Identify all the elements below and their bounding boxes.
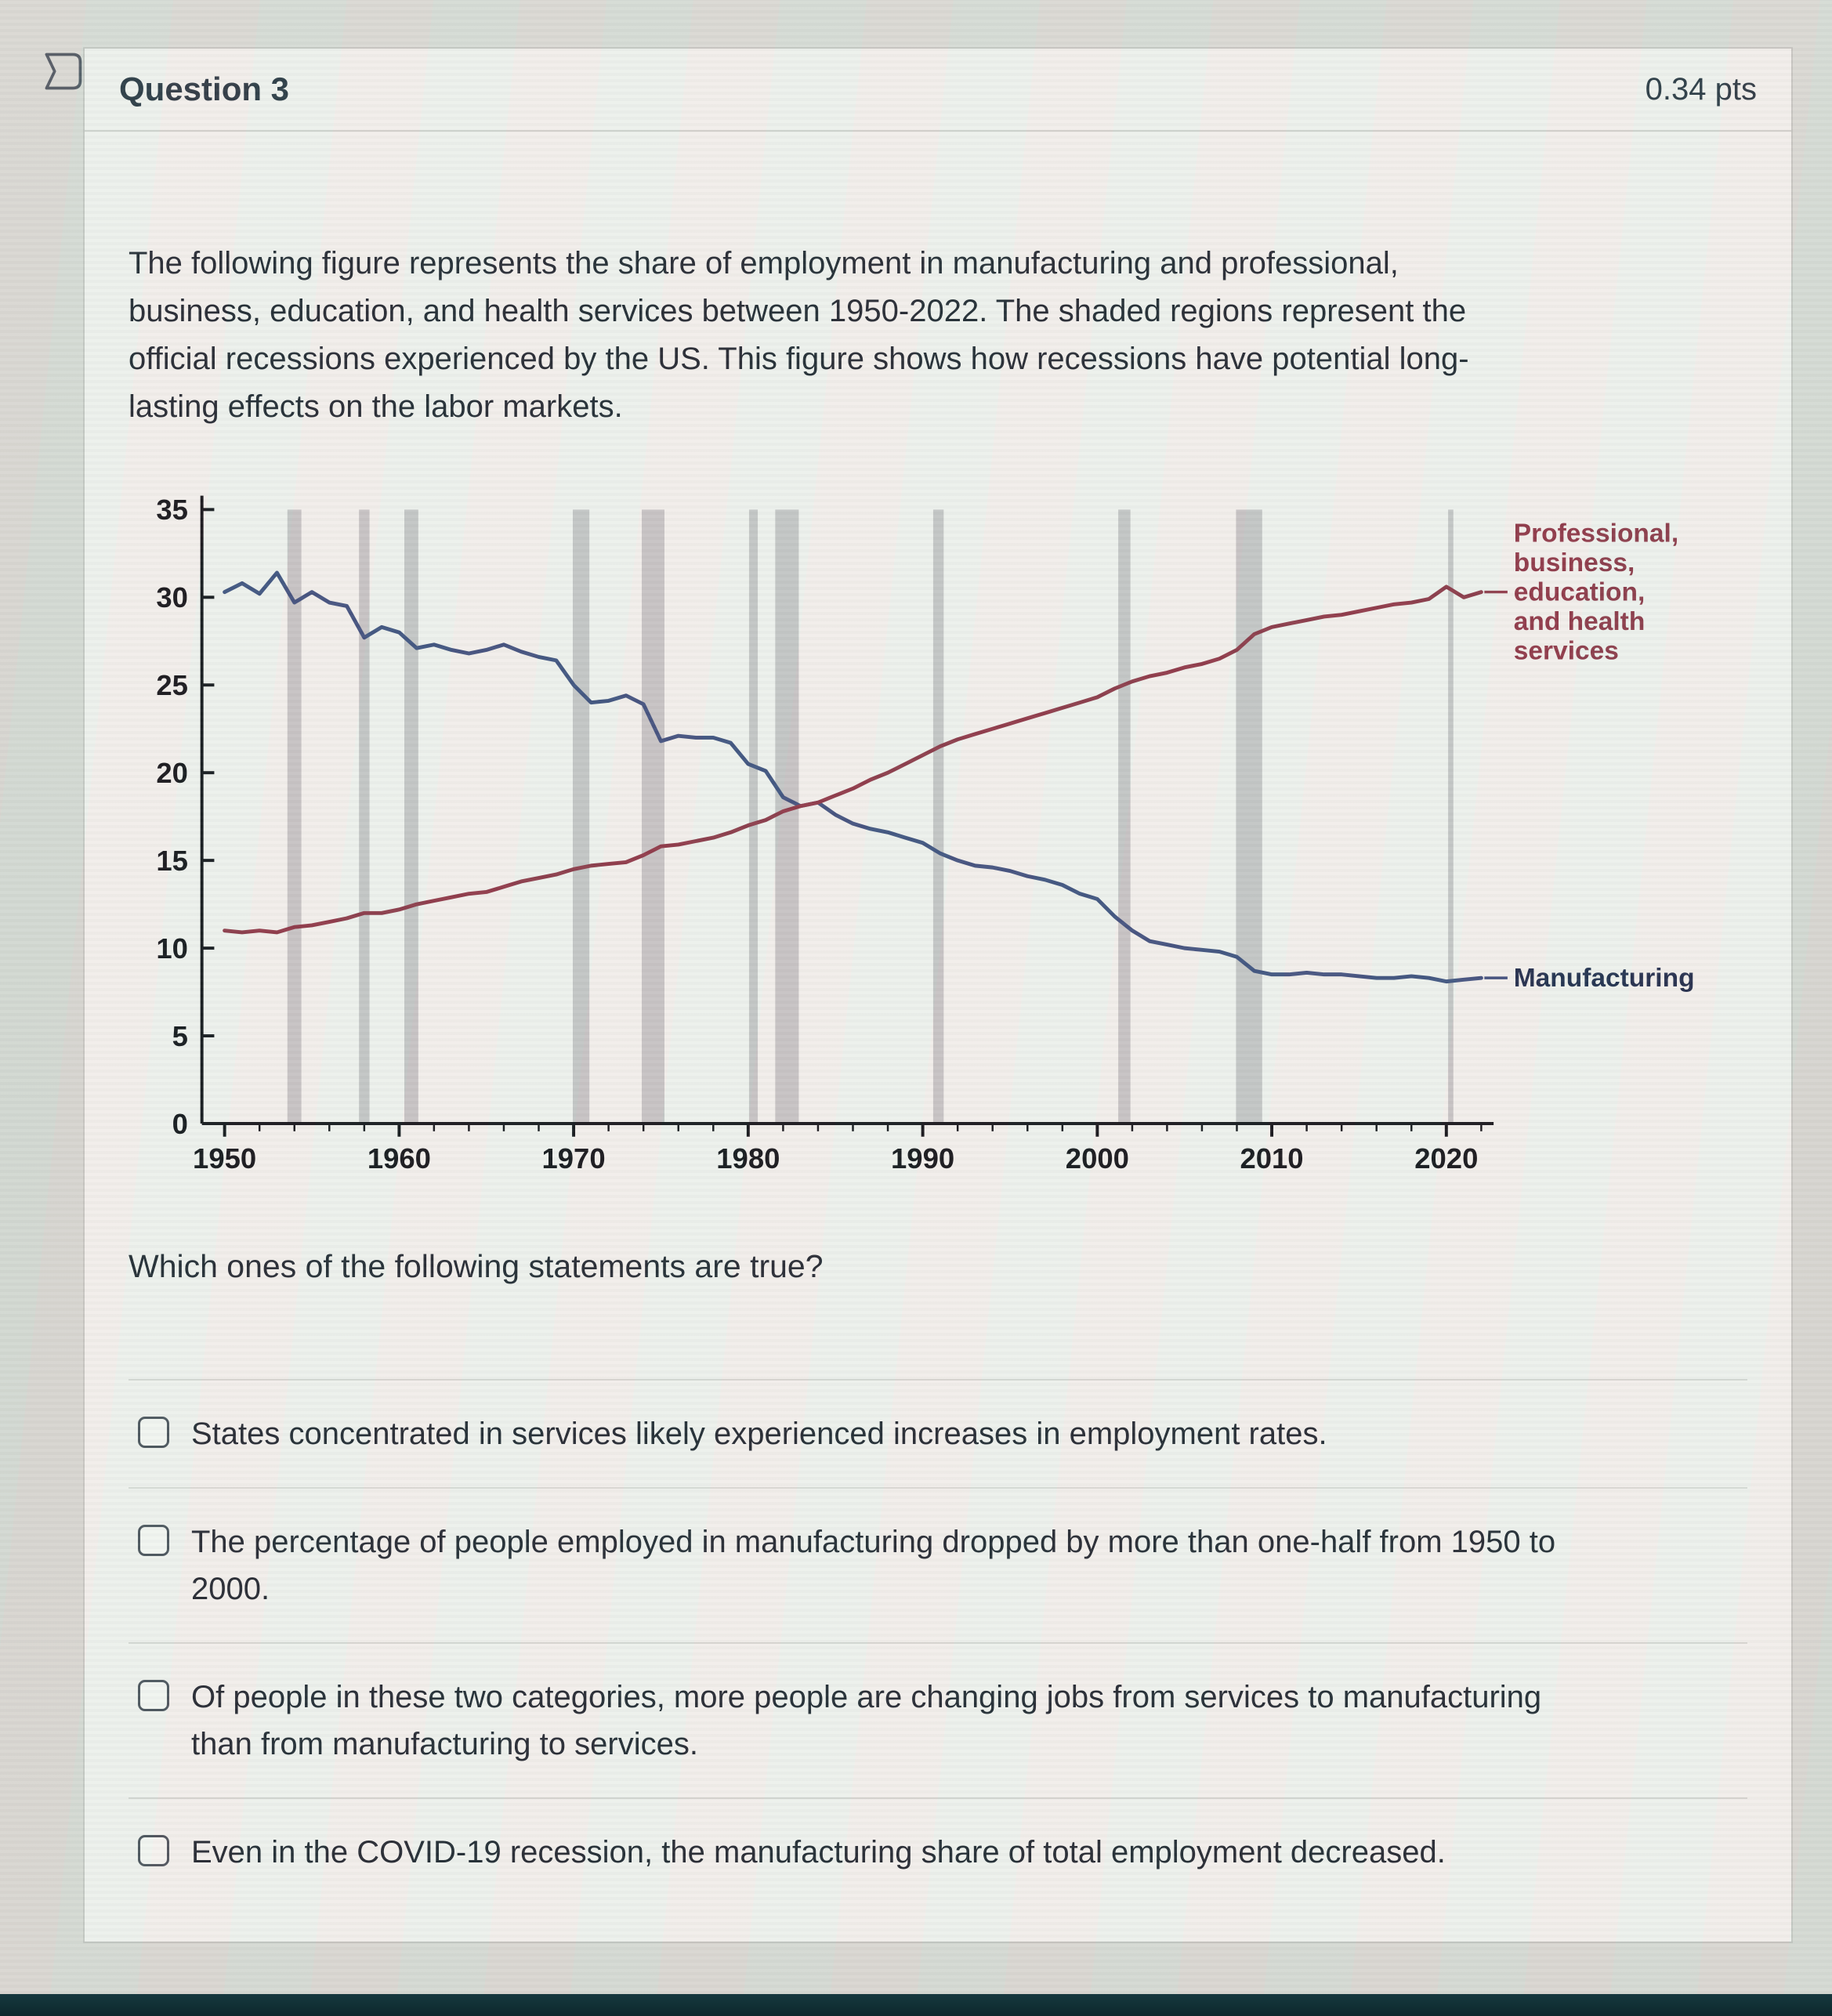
answer-option[interactable]: States concentrated in services likely e… [129,1381,1747,1487]
svg-text:1980: 1980 [716,1142,780,1174]
bookmark-icon[interactable] [39,49,86,94]
employment-chart-svg: 0 5 10 15 20 25 30 35 1950 1960 1970 1980 1990 2000 20… [156,494,1695,1174]
svg-text:education,: education, [1514,577,1646,606]
svg-text:1950: 1950 [193,1142,256,1174]
employment-chart: 0 5 10 15 20 25 30 35 1950 1960 1970 1980 1990 2000 20… [129,475,1751,1193]
svg-text:0: 0 [172,1108,188,1140]
svg-text:20: 20 [156,757,188,789]
svg-text:1970: 1970 [542,1142,606,1174]
svg-text:Manufacturing: Manufacturing [1514,964,1695,993]
answer-option-label: Of people in these two categories, more … [191,1679,1542,1761]
question-header: Question 3 0.34 pts [85,49,1791,132]
question-points: 0.34 pts [1645,71,1757,107]
svg-text:Professional,: Professional, [1514,519,1678,548]
svg-text:1990: 1990 [891,1142,954,1174]
svg-text:2000: 2000 [1066,1142,1129,1174]
answer-option-label: Even in the COVID-19 recession, the manu… [191,1834,1446,1869]
answer-option[interactable]: The percentage of people employed in man… [129,1489,1747,1642]
question-title: Question 3 [119,71,290,107]
answer-option-label: States concentrated in services likely e… [191,1416,1327,1451]
bottom-screen-edge [0,1994,1832,2016]
svg-text:35: 35 [156,494,188,526]
svg-text:30: 30 [156,581,188,613]
answer-option-label: The percentage of people employed in man… [191,1524,1556,1606]
checkbox[interactable] [138,1416,169,1448]
question-prompt: Which ones of the following statements a… [129,1247,824,1284]
svg-text:and health: and health [1514,607,1646,636]
divider [129,1641,1747,1644]
svg-text:2010: 2010 [1240,1142,1303,1174]
question-paragraph: The following figure represents the shar… [129,246,1469,424]
svg-text:business,: business, [1514,548,1635,577]
question-body: The following figure represents the shar… [85,132,1791,1942]
divider [129,1797,1747,1799]
divider [129,1378,1747,1381]
svg-text:10: 10 [156,932,188,965]
svg-text:5: 5 [172,1020,188,1052]
svg-text:15: 15 [156,845,188,877]
checkbox[interactable] [138,1679,169,1711]
svg-text:25: 25 [156,669,188,701]
svg-text:1960: 1960 [367,1142,431,1174]
question-card: Question 3 0.34 pts The following figure… [83,47,1793,1943]
svg-text:services: services [1514,636,1619,665]
svg-text:2020: 2020 [1414,1142,1478,1174]
answer-option[interactable]: Of people in these two categories, more … [129,1644,1747,1797]
answer-option[interactable]: Even in the COVID-19 recession, the manu… [129,1799,1747,1906]
answer-options: States concentrated in services likely e… [129,1378,1747,1906]
checkbox[interactable] [138,1524,169,1556]
checkbox[interactable] [138,1834,169,1866]
divider [129,1486,1747,1489]
